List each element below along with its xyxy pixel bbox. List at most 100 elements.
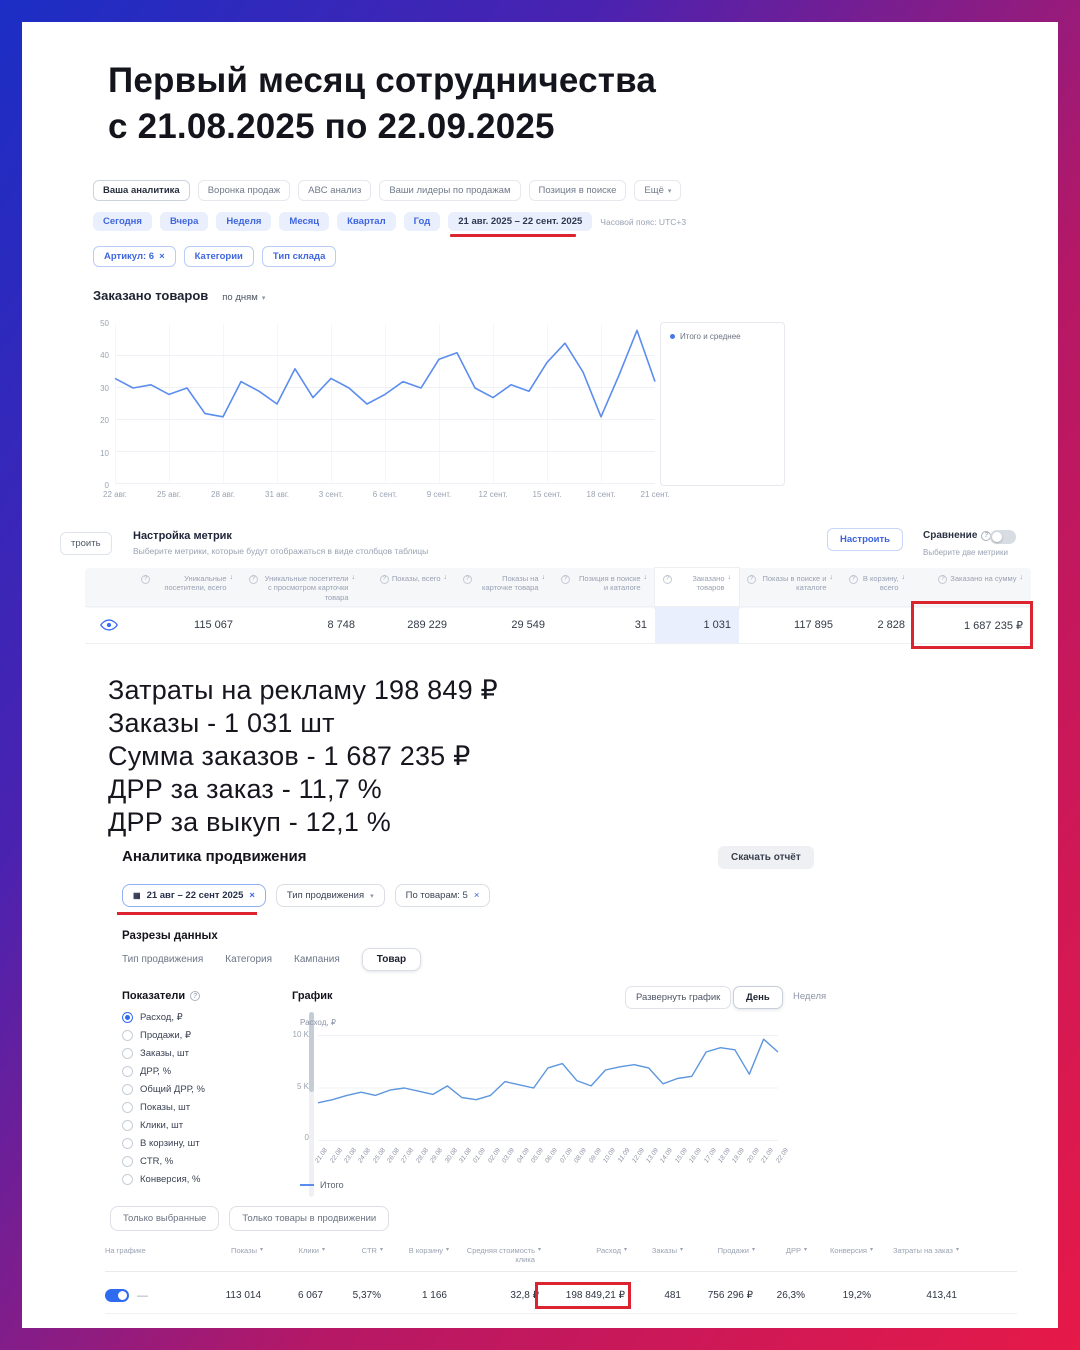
- promo-column-header[interactable]: Конверсия ▾: [807, 1246, 873, 1265]
- sort-icon: ↓: [643, 574, 648, 581]
- promo-value: 198 849,21 ₽: [565, 1290, 625, 1301]
- y-tick: 30: [100, 383, 109, 393]
- visibility-cell[interactable]: [85, 607, 133, 643]
- close-icon[interactable]: ×: [249, 890, 255, 901]
- promo-type-filter[interactable]: Тип продвижения ▾: [275, 884, 385, 907]
- promo-column-header[interactable]: CTR ▾: [325, 1246, 383, 1265]
- download-report-button[interactable]: Скачать отчёт: [718, 846, 814, 869]
- configure-button[interactable]: Настроить: [827, 528, 904, 551]
- indicator-option[interactable]: ДРР, %: [122, 1066, 205, 1077]
- close-icon[interactable]: ×: [473, 890, 480, 901]
- x-tick-cell: 18.09: [714, 1145, 732, 1175]
- tab-your-analytics[interactable]: Ваша аналитика: [93, 180, 190, 201]
- column-header[interactable]: ? Уникальные посетители, всего ↓: [133, 568, 241, 608]
- section-tab-campaign[interactable]: Кампания: [294, 954, 340, 965]
- y-tick: 0: [304, 1133, 309, 1142]
- indicator-label: Продажи, ₽: [140, 1030, 191, 1041]
- column-header[interactable]: ? В корзину, всего ↓: [841, 568, 913, 608]
- period-pill[interactable]: Вчера: [159, 212, 209, 231]
- chart-mode-select[interactable]: по дням ▾: [222, 292, 266, 303]
- scrollbar-thumb[interactable]: [309, 1012, 314, 1092]
- filter-row: Артикул: 6 × Категории Тип склада: [93, 246, 337, 267]
- column-header[interactable]: ? Позиция в поиске и каталоге ↓: [553, 568, 655, 608]
- column-header[interactable]: ? Показы на карточке товара ↓: [455, 568, 553, 608]
- promo-column-header[interactable]: В корзину ▾: [383, 1246, 449, 1265]
- filter-categories[interactable]: Категории: [183, 246, 254, 267]
- period-pill[interactable]: Год: [403, 212, 441, 231]
- promo-products-filter[interactable]: По товарам: 5 ×: [394, 884, 491, 907]
- x-tick-cell: 04.09: [512, 1145, 531, 1175]
- filter-article[interactable]: Артикул: 6 ×: [93, 246, 176, 267]
- x-tick: 28 авг.: [211, 490, 235, 499]
- promo-value: 19,2%: [842, 1290, 871, 1301]
- filter-warehouse-type[interactable]: Тип склада: [261, 246, 337, 267]
- x-tick-cell: 31.08: [455, 1145, 473, 1175]
- promo-column-header[interactable]: Показы ▾: [183, 1246, 263, 1265]
- tab-sales-leaders[interactable]: Ваши лидеры по продажам: [379, 180, 521, 201]
- day-toggle-button[interactable]: День: [733, 986, 783, 1009]
- summary-line: Затраты на рекламу 198 849 ₽: [108, 675, 498, 705]
- y-axis-ticks: 50 40 30 20 10 0: [85, 319, 109, 490]
- period-filter-row: Сегодня Вчера Неделя Месяц Квартал Год 21 авг…: [93, 212, 686, 237]
- period-pill[interactable]: Месяц: [279, 212, 330, 231]
- column-header[interactable]: ? Заказано на сумму ↓: [913, 568, 1031, 608]
- indicator-option[interactable]: Общий ДРР, %: [122, 1084, 205, 1095]
- indicator-option[interactable]: Клики, шт: [122, 1120, 205, 1131]
- promo-column-header[interactable]: Заказы ▾: [627, 1246, 683, 1265]
- expand-chart-button[interactable]: Развернуть график: [625, 986, 732, 1009]
- tab-search-position[interactable]: Позиция в поиске: [528, 180, 627, 201]
- visibility-column-header: [85, 568, 133, 608]
- configure-button-cropped[interactable]: троить: [60, 532, 112, 555]
- promo-column-header[interactable]: Клики ▾: [263, 1246, 325, 1265]
- row-graph-toggle[interactable]: [105, 1289, 129, 1302]
- promo-y-axis-ticks: 10 K 5 K 0: [275, 1030, 309, 1142]
- tab-abc-analysis[interactable]: ABC анализ: [298, 180, 372, 201]
- tab-sales-funnel[interactable]: Воронка продаж: [197, 180, 291, 201]
- column-label: Конверсия: [830, 1246, 867, 1255]
- section-tab-category[interactable]: Категория: [225, 954, 273, 965]
- tab-more[interactable]: Ещё ▾: [634, 180, 682, 201]
- period-pill[interactable]: Квартал: [337, 212, 396, 231]
- indicator-option[interactable]: В корзину, шт: [122, 1138, 205, 1149]
- x-tick-cell: 20.09: [743, 1145, 761, 1175]
- period-pill[interactable]: Сегодня: [93, 212, 152, 231]
- only-promoted-button[interactable]: Только товары в продвижении: [229, 1206, 390, 1231]
- sort-icon: ▾: [955, 1247, 959, 1253]
- promo-column-header[interactable]: ДРР ▾: [755, 1246, 807, 1265]
- column-header[interactable]: ? Заказано товаров ↓: [654, 566, 740, 610]
- section-tab-product[interactable]: Товар: [361, 948, 422, 971]
- indicator-option[interactable]: Конверсия, %: [122, 1174, 205, 1185]
- only-selected-button[interactable]: Только выбранные: [110, 1206, 220, 1231]
- indicator-option[interactable]: Продажи, ₽: [122, 1030, 205, 1041]
- promo-chart-y-label: Расход, ₽: [300, 1018, 336, 1027]
- indicator-option[interactable]: Заказы, шт: [122, 1048, 205, 1059]
- column-header[interactable]: ? Показы, всего ↓: [363, 568, 455, 608]
- column-header[interactable]: ? Уникальные посетители с просмотром кар…: [241, 568, 363, 608]
- promo-column-header[interactable]: Средняя стоимость клика ▾: [449, 1246, 541, 1265]
- promo-title: Аналитика продвижения: [122, 848, 307, 865]
- week-toggle-button[interactable]: Неделя: [793, 991, 827, 1002]
- promo-column-header[interactable]: Продажи ▾: [683, 1246, 755, 1265]
- period-pill[interactable]: Неделя: [216, 212, 272, 231]
- radio-icon: [122, 1048, 133, 1059]
- x-tick-cell: 21.09: [757, 1145, 775, 1175]
- date-range-pill[interactable]: 21 авг. 2025 – 22 сент. 2025: [448, 212, 593, 237]
- column-label: Клики: [298, 1246, 319, 1255]
- summary-line: Заказы - 1 031 шт: [108, 708, 335, 738]
- indicator-option[interactable]: Расход, ₽: [122, 1012, 205, 1023]
- indicator-option[interactable]: Показы, шт: [122, 1102, 205, 1113]
- indicator-option[interactable]: CTR, %: [122, 1156, 205, 1167]
- promo-column-header[interactable]: Затраты на заказ ▾: [873, 1246, 959, 1265]
- promo-value: 6 067: [297, 1290, 323, 1301]
- comparison-toggle[interactable]: [990, 530, 1016, 544]
- section-tab-promo-type[interactable]: Тип продвижения: [122, 954, 204, 965]
- promo-date-filter[interactable]: ▦ 21 авг – 22 сент 2025 ×: [117, 884, 266, 915]
- scrollbar[interactable]: [309, 1012, 314, 1197]
- close-icon[interactable]: ×: [159, 251, 165, 262]
- legend-dot-icon: [670, 334, 675, 339]
- promo-column-header[interactable]: Расход ▾: [541, 1246, 627, 1265]
- column-header[interactable]: ? Показы в поиске и каталоге ↓: [739, 568, 841, 608]
- legend-line-icon: [300, 1184, 314, 1186]
- column-label: В корзину, всего: [862, 574, 899, 593]
- column-label: Расход: [596, 1246, 621, 1255]
